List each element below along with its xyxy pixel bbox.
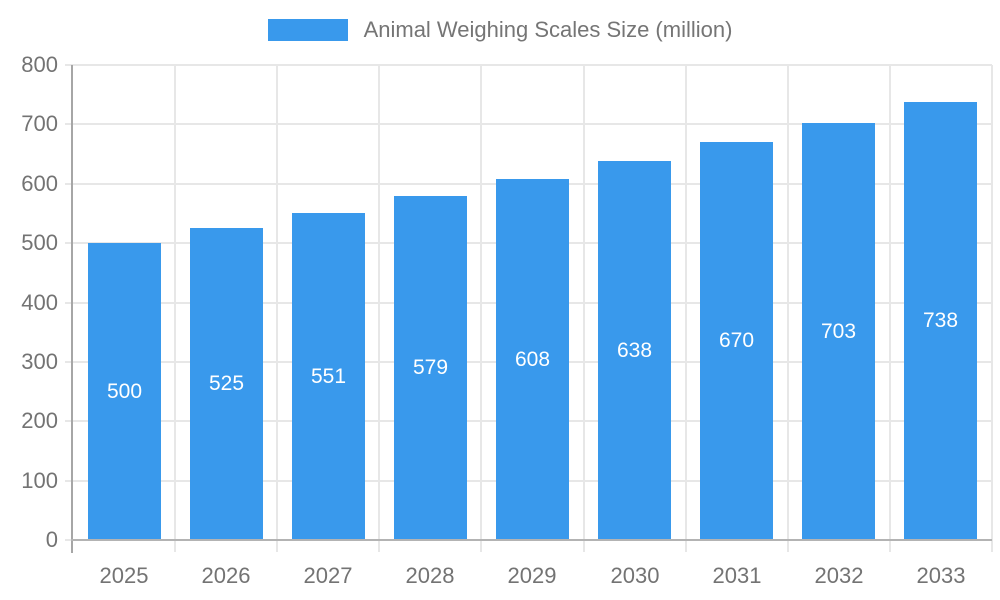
- h-gridline: [65, 539, 73, 541]
- bar[interactable]: 738: [904, 102, 977, 540]
- x-tick-label: 2029: [507, 563, 557, 588]
- bar[interactable]: 703: [802, 123, 875, 540]
- bar[interactable]: 551: [292, 213, 365, 540]
- bar[interactable]: 525: [190, 228, 263, 540]
- y-tick-label: 500: [21, 230, 58, 255]
- bar-value-label: 525: [208, 372, 245, 395]
- bar-value-label: 579: [412, 356, 449, 379]
- v-gridline: [174, 65, 176, 552]
- x-tick-label: 2028: [405, 563, 455, 588]
- y-tick-label: 600: [21, 171, 58, 196]
- bar-value-label: 703: [820, 319, 857, 343]
- x-tick-label: 2031: [712, 563, 762, 588]
- x-tick-label: 2027: [303, 563, 353, 588]
- bar[interactable]: 500: [88, 243, 161, 540]
- x-tick-label: 2030: [610, 563, 660, 588]
- h-gridline: [65, 64, 992, 66]
- x-axis-line: [71, 539, 992, 541]
- x-tick-label: 2033: [916, 563, 966, 588]
- v-gridline: [583, 65, 585, 552]
- legend-swatch: [267, 19, 348, 41]
- y-tick-label: 700: [21, 111, 58, 136]
- v-gridline: [378, 65, 380, 552]
- y-tick-label: 0: [45, 527, 58, 552]
- v-gridline: [685, 65, 687, 552]
- bar-value-label: 551: [310, 364, 347, 388]
- v-gridline: [991, 65, 993, 552]
- bar-value-label: 500: [106, 379, 143, 403]
- x-tick-label: 2025: [99, 563, 149, 588]
- v-gridline: [787, 65, 789, 552]
- bar[interactable]: 608: [496, 179, 569, 540]
- y-tick-label: 300: [21, 349, 58, 374]
- bar-value-label: 738: [922, 309, 959, 332]
- bar[interactable]: 579: [394, 196, 467, 540]
- y-tick-label: 100: [21, 468, 58, 493]
- bar-value-label: 638: [616, 338, 653, 362]
- v-gridline: [889, 65, 891, 552]
- legend-label: Animal Weighing Scales Size (million): [363, 17, 733, 42]
- y-tick-label: 200: [21, 408, 58, 433]
- h-gridline: [65, 123, 992, 125]
- y-axis-line: [71, 65, 73, 553]
- y-tick-label: 800: [21, 52, 58, 77]
- bar-value-label: 670: [718, 329, 755, 352]
- y-tick-label: 400: [21, 290, 58, 315]
- v-gridline: [480, 65, 482, 552]
- bar-value-label: 608: [514, 347, 551, 371]
- bar[interactable]: 638: [598, 161, 671, 540]
- x-tick-label: 2032: [814, 563, 864, 588]
- legend[interactable]: Animal Weighing Scales Size (million): [0, 17, 1000, 43]
- x-tick-label: 2026: [201, 563, 251, 588]
- v-gridline: [276, 65, 278, 552]
- bar[interactable]: 670: [700, 142, 773, 540]
